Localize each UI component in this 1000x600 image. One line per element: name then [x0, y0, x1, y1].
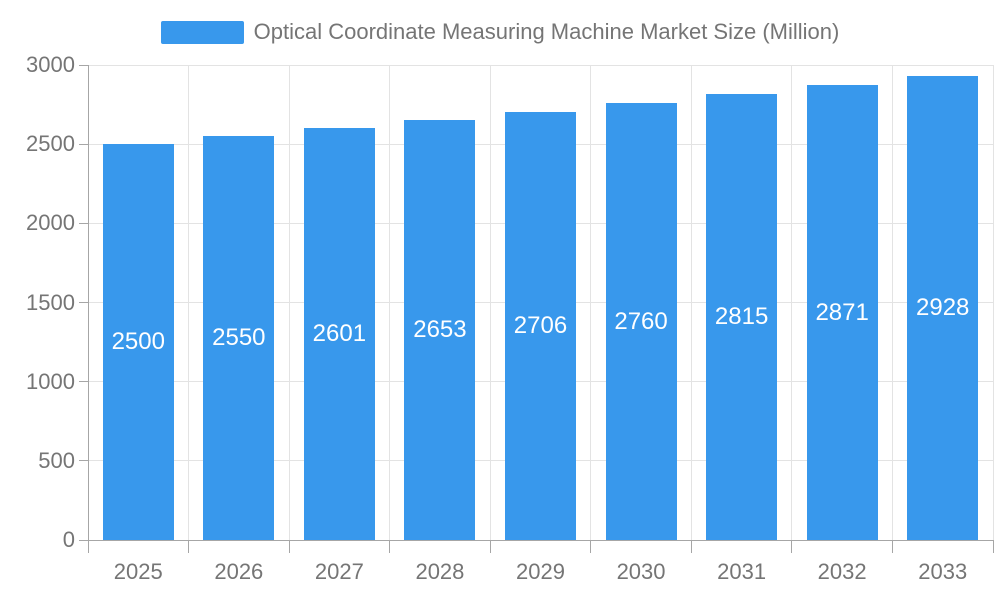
bar-value-label: 2871: [815, 298, 869, 326]
bar-value-label: 2550: [212, 324, 266, 352]
gridline-vertical: [992, 65, 994, 540]
y-axis-tick: [79, 381, 88, 383]
y-axis-tick-label: 2000: [26, 210, 75, 236]
bar-value-label: 2815: [714, 303, 769, 331]
y-axis-tick: [79, 460, 88, 462]
x-axis-tick: [188, 540, 190, 553]
x-axis-tick-label: 2027: [314, 559, 364, 584]
gridline-vertical: [590, 65, 592, 540]
bar-value-label: 2760: [614, 307, 668, 335]
bar-value-label: 2601: [312, 320, 367, 348]
legend-item-market-size[interactable]: Optical Coordinate Measuring Machine Mar…: [160, 18, 840, 46]
gridline-vertical: [791, 65, 793, 540]
x-axis-tick: [891, 540, 893, 553]
y-axis-tick-label: 1500: [26, 289, 75, 315]
y-axis-tick: [79, 302, 88, 303]
bar-2033: 2928: [907, 76, 979, 540]
x-axis-tick: [791, 540, 793, 553]
bar-value-label: 2653: [413, 315, 467, 343]
gridline-vertical: [288, 65, 290, 540]
y-axis-tick: [79, 222, 88, 224]
x-axis-tick-label: 2025: [113, 559, 163, 584]
y-axis-tick: [79, 143, 88, 145]
legend-label: Optical Coordinate Measuring Machine Mar…: [253, 19, 840, 44]
x-axis-tick-label: 2028: [415, 559, 465, 584]
x-axis-line: [79, 539, 993, 541]
x-axis-tick-label: 2032: [817, 559, 867, 584]
x-axis-tick: [992, 540, 994, 553]
y-axis-tick-label: 0: [62, 527, 75, 552]
bar-2032: 2871: [806, 85, 878, 540]
legend-color-swatch-icon: [160, 20, 244, 44]
y-axis-tick-label: 2500: [26, 131, 75, 157]
bar-2027: 2601: [303, 128, 375, 540]
bar-2028: 2653: [404, 119, 476, 540]
y-axis-tick-label: 3000: [26, 52, 75, 77]
x-axis-tick: [690, 540, 692, 553]
gridline-horizontal: [88, 64, 993, 66]
x-axis-tick-label: 2031: [717, 559, 767, 584]
bar-value-label: 2706: [513, 311, 568, 339]
gridline-vertical: [690, 65, 692, 540]
bar-value-label: 2500: [111, 328, 165, 356]
x-axis-tick-label: 2033: [918, 559, 968, 584]
chart-legend: Optical Coordinate Measuring Machine Mar…: [0, 18, 1000, 46]
x-axis-tick: [288, 540, 290, 553]
bar-2029: 2706: [505, 111, 576, 540]
gridline-vertical: [489, 65, 491, 540]
x-axis-tick: [590, 540, 592, 553]
x-axis-tick-label: 2030: [616, 559, 666, 584]
bar-value-label: 2928: [916, 294, 970, 322]
bar-2025: 2500: [102, 144, 174, 540]
gridline-vertical: [389, 65, 391, 540]
y-axis-tick-label: 1000: [26, 368, 75, 394]
gridline-vertical: [188, 65, 190, 540]
bar-2030: 2760: [605, 103, 677, 540]
x-axis-tick-label: 2026: [214, 559, 264, 584]
bar-2031: 2815: [706, 94, 778, 540]
gridline-vertical: [891, 65, 893, 540]
y-axis-tick: [79, 64, 88, 66]
y-axis-tick-label: 500: [38, 447, 75, 473]
x-axis-tick: [489, 540, 491, 553]
x-axis-tick-label: 2029: [516, 559, 565, 584]
bar-2026: 2550: [203, 136, 275, 540]
y-axis-line: [87, 65, 89, 553]
x-axis-tick: [389, 540, 391, 553]
